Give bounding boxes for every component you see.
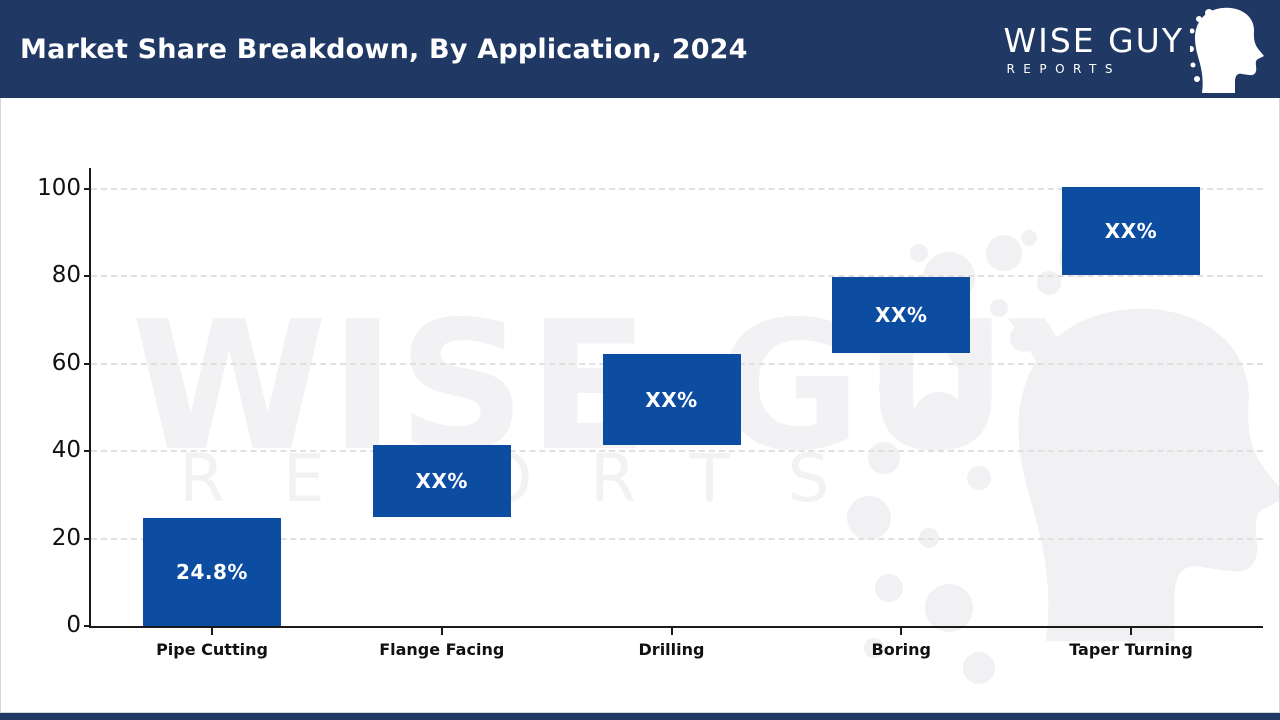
chart-card: WISE GUY REPORTS 0 20 40 60 80 100 24.8% Pipe C… [0, 98, 1280, 713]
x-category-label: Pipe Cutting [156, 640, 268, 659]
bar-segment: XX% [602, 354, 741, 445]
x-category-label: Boring [871, 640, 931, 659]
bar-segment: XX% [1062, 186, 1200, 276]
y-axis-line [89, 168, 91, 628]
y-tick-label: 40 [51, 437, 81, 463]
face-profile-icon [1190, 7, 1264, 93]
bar-value-label: 24.8% [176, 559, 248, 584]
y-tick-label: 80 [51, 262, 81, 288]
x-tick-mark [1130, 628, 1132, 635]
y-tick-label: 0 [66, 612, 81, 638]
x-category-label: Flange Facing [379, 640, 505, 659]
y-tick-mark [84, 625, 91, 627]
x-tick-mark [211, 628, 213, 635]
wise-guy-logo: WISE GUY REPORTS [1003, 5, 1266, 93]
y-tick-mark [84, 187, 91, 190]
bar-value-label: XX% [415, 469, 468, 494]
bar-value-label: XX% [645, 387, 698, 412]
bar-segment: XX% [372, 445, 511, 518]
logo-tagline: REPORTS [1006, 61, 1121, 76]
logo-text: WISE GUY REPORTS [1003, 24, 1184, 76]
bar-value-label: XX% [1104, 218, 1158, 243]
x-axis-line [89, 626, 1263, 628]
x-category-label: Taper Turning [1069, 640, 1193, 659]
bar-segment: XX% [832, 276, 971, 353]
logo-name: WISE GUY [1003, 21, 1184, 61]
y-tick-mark [84, 362, 91, 365]
x-tick-mark [670, 628, 673, 635]
y-tick-mark [84, 450, 91, 452]
gridline [91, 275, 1263, 277]
y-tick-label: 20 [51, 524, 81, 551]
bar-segment: 24.8% [143, 517, 281, 626]
bar-value-label: XX% [875, 302, 928, 327]
y-tick-label: 60 [51, 349, 81, 376]
plot-area: 0 20 40 60 80 100 24.8% Pipe Cutting XX% Flange F… [1, 98, 1279, 712]
y-tick-mark [84, 537, 91, 540]
chart-title: Market Share Breakdown, By Application, … [20, 33, 748, 65]
y-tick-mark [84, 275, 91, 277]
header-bar: Market Share Breakdown, By Application, … [0, 0, 1280, 98]
x-tick-mark [900, 628, 903, 635]
gridline [91, 187, 1263, 190]
gridline [91, 450, 1263, 452]
x-tick-mark [440, 628, 443, 635]
footer-bar [0, 713, 1280, 720]
y-tick-label: 100 [37, 174, 81, 201]
gridline [91, 537, 1263, 540]
x-category-label: Drilling [638, 640, 705, 659]
